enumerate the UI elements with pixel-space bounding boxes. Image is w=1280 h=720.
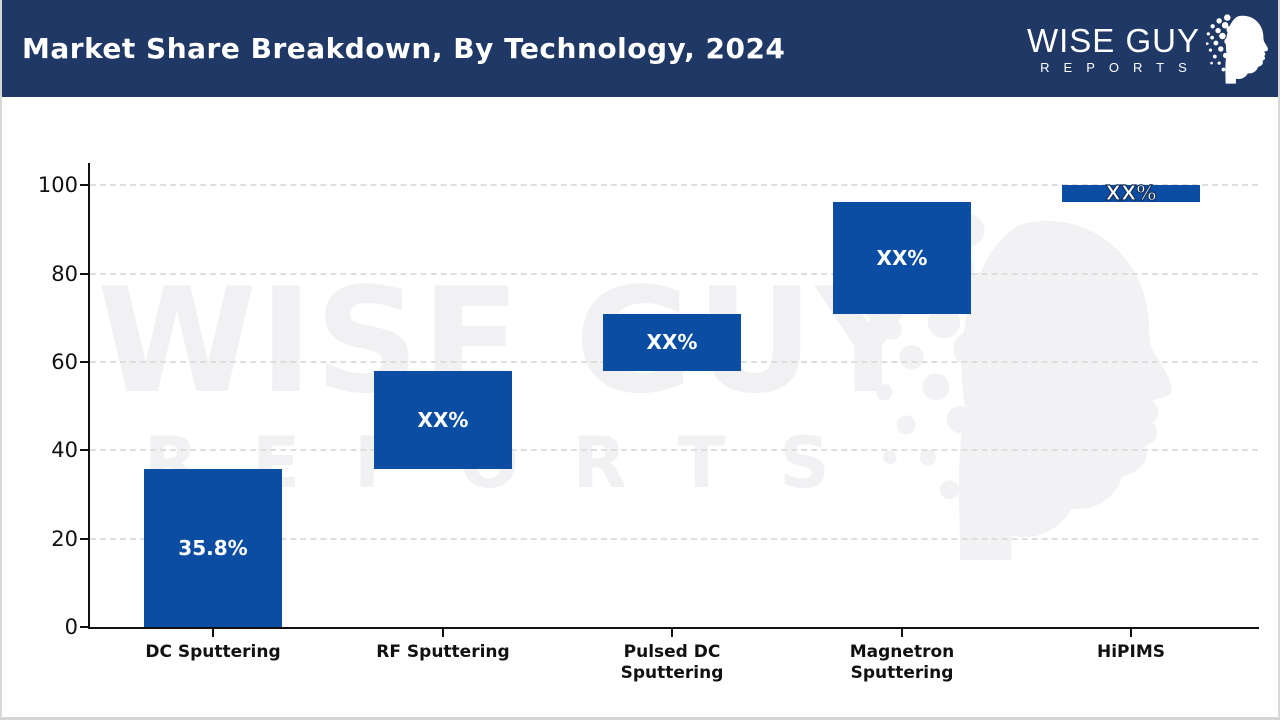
logo-text: WISE GUY REPORTS <box>1027 24 1200 74</box>
bar-hipims: XX% <box>1062 181 1200 206</box>
y-tick-60 <box>80 360 88 363</box>
x-category-label-magnetron-sputtering: Magnetron Sputtering <box>787 642 1017 684</box>
x-category-label-pulsed-dc-sputtering: Pulsed DC Sputtering <box>557 642 787 684</box>
gridline-20 <box>90 537 1258 540</box>
logo-wordmark: WISE GUY <box>1026 21 1200 59</box>
x-category-label-dc-sputtering: DC Sputtering <box>98 642 328 663</box>
y-axis-line <box>88 163 90 629</box>
bar-value-label-dc-sputtering: 35.8% <box>178 535 248 560</box>
wiseguy-logo: WISE GUY REPORTS <box>1027 10 1270 88</box>
header: Market Share Breakdown, By Technology, 2… <box>2 0 1278 97</box>
y-tick-0 <box>80 626 88 628</box>
x-category-label-line: RF Sputtering <box>376 642 510 662</box>
gridline-100 <box>90 184 1258 187</box>
plot-area: WISE GUY REPORTS 35.8% XX% XX% XX% XX% 0 20 40… <box>2 97 1278 717</box>
bar-pulsed-dc-sputtering: XX% <box>603 313 741 371</box>
y-tick-label-80: 80 <box>51 261 78 286</box>
y-tick-20 <box>80 537 88 540</box>
y-tick-label-0: 0 <box>64 615 78 639</box>
x-category-label-line: Pulsed DC <box>623 642 721 662</box>
x-tick-hipims <box>1130 629 1132 637</box>
bar-rf-sputtering: XX% <box>374 370 512 469</box>
x-category-label-line: Sputtering <box>850 663 954 683</box>
y-tick-100 <box>80 184 88 187</box>
y-tick-label-20: 20 <box>51 526 78 551</box>
y-tick-label-40: 40 <box>51 438 78 463</box>
x-tick-magnetron-sputtering <box>901 629 903 637</box>
x-tick-dc-sputtering <box>212 629 214 637</box>
bar-value-label-hipims: XX% <box>1105 181 1157 206</box>
bar-value-label-magnetron-sputtering: XX% <box>876 245 928 270</box>
y-tick-40 <box>80 449 88 452</box>
x-category-label-line: Magnetron <box>849 642 955 662</box>
x-category-label-rf-sputtering: RF Sputtering <box>328 642 558 663</box>
bar-dc-sputtering: 35.8% <box>144 468 282 627</box>
bar-magnetron-sputtering: XX% <box>833 201 971 314</box>
y-tick-label-100: 100 <box>37 173 78 198</box>
bar-value-label-pulsed-dc-sputtering: XX% <box>646 330 698 355</box>
bar-value-label-rf-sputtering: XX% <box>417 407 469 432</box>
x-category-label-line: DC Sputtering <box>145 642 281 662</box>
gridline-80 <box>90 272 1258 275</box>
chart-title: Market Share Breakdown, By Technology, 2… <box>22 32 786 65</box>
x-axis-line <box>88 627 1259 629</box>
x-tick-pulsed-dc-sputtering <box>671 629 673 637</box>
x-category-label-line: Sputtering <box>620 663 724 683</box>
y-tick-label-60: 60 <box>51 349 78 374</box>
x-category-label-hipims: HiPIMS <box>1016 642 1246 663</box>
wiseguy-head-icon <box>1205 13 1268 84</box>
logo-tagline: REPORTS <box>1040 59 1201 75</box>
x-category-label-line: HiPIMS <box>1097 642 1165 662</box>
x-tick-rf-sputtering <box>442 629 444 637</box>
gridline-40 <box>90 449 1258 452</box>
y-tick-80 <box>80 272 88 275</box>
